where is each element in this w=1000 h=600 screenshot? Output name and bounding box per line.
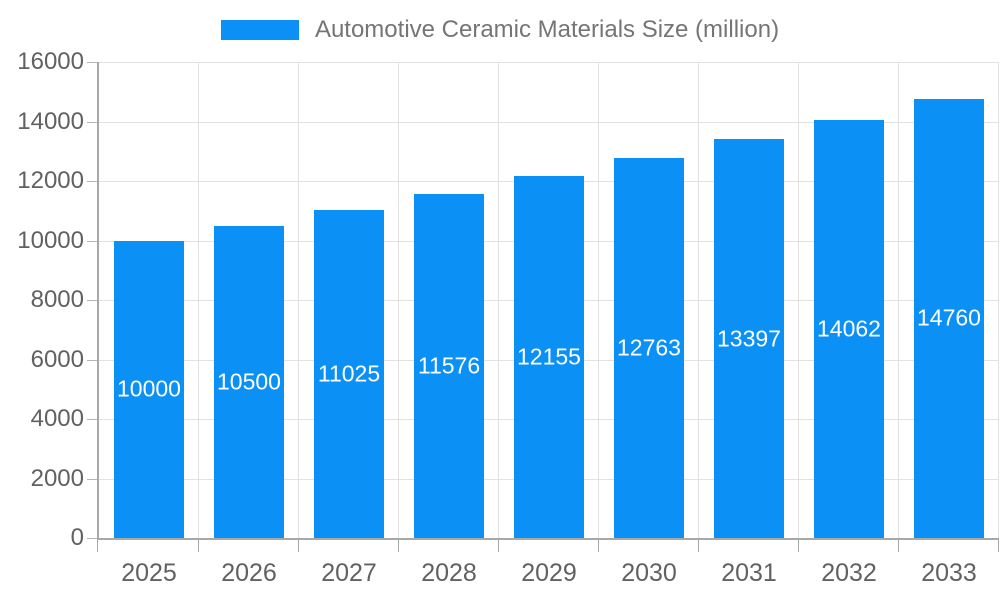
gridline-vertical bbox=[398, 62, 399, 538]
y-axis-tick bbox=[87, 300, 97, 301]
bar[interactable] bbox=[314, 210, 384, 538]
x-axis-label: 2031 bbox=[721, 559, 777, 587]
gridline-vertical bbox=[498, 62, 499, 538]
bar-value-label: 10500 bbox=[217, 368, 281, 395]
legend[interactable]: Automotive Ceramic Materials Size (milli… bbox=[0, 16, 1000, 44]
y-axis-label: 12000 bbox=[17, 167, 84, 194]
y-axis-tick bbox=[87, 240, 97, 242]
gridline-vertical bbox=[698, 62, 699, 538]
bar-value-label: 13397 bbox=[717, 325, 781, 352]
x-axis-label: 2025 bbox=[121, 559, 177, 587]
x-axis-label: 2026 bbox=[221, 559, 277, 587]
y-axis-label: 0 bbox=[70, 524, 84, 551]
x-axis-tick bbox=[498, 540, 499, 552]
bar-value-label: 14062 bbox=[817, 315, 881, 342]
x-axis-tick bbox=[698, 540, 699, 552]
bar-value-label: 14760 bbox=[917, 304, 981, 331]
x-axis-label: 2027 bbox=[321, 559, 377, 587]
x-axis-tick bbox=[198, 540, 199, 552]
x-axis-tick bbox=[998, 540, 999, 552]
bar-value-label: 12763 bbox=[617, 334, 681, 361]
gridline-vertical bbox=[798, 62, 799, 538]
gridline-vertical bbox=[898, 62, 899, 538]
y-axis-tick bbox=[87, 419, 97, 420]
x-axis-tick bbox=[398, 540, 399, 552]
gridline-vertical bbox=[298, 62, 299, 538]
gridline-horizontal bbox=[99, 62, 999, 63]
bar[interactable] bbox=[514, 176, 584, 538]
x-axis-tick bbox=[97, 540, 98, 552]
y-axis-tick bbox=[87, 478, 97, 480]
y-axis-tick bbox=[87, 181, 97, 182]
y-axis-label: 8000 bbox=[30, 286, 84, 313]
plot-area: 0 2000 4000 6000 8000 10000 12000 14000 16000 100… bbox=[17, 50, 999, 587]
bar[interactable] bbox=[414, 193, 484, 538]
y-axis-tick bbox=[87, 62, 97, 63]
gridline-vertical bbox=[198, 62, 199, 538]
bar-value-label: 11576 bbox=[417, 352, 481, 379]
legend-label: Automotive Ceramic Materials Size (milli… bbox=[314, 16, 780, 43]
y-axis-tick bbox=[87, 538, 97, 539]
y-axis-tick bbox=[87, 359, 97, 361]
x-axis-label: 2030 bbox=[621, 559, 677, 587]
bar[interactable] bbox=[914, 98, 984, 538]
x-axis-label: 2028 bbox=[421, 559, 477, 587]
gridline-horizontal bbox=[99, 121, 999, 123]
x-axis-label: 2033 bbox=[921, 559, 977, 587]
bar[interactable] bbox=[214, 225, 284, 538]
bar[interactable] bbox=[814, 119, 884, 538]
y-axis-label: 14000 bbox=[17, 107, 84, 135]
legend-swatch-icon bbox=[220, 20, 299, 40]
gridline-vertical bbox=[998, 62, 999, 538]
bar[interactable] bbox=[114, 240, 184, 538]
x-axis-tick bbox=[298, 540, 299, 552]
x-axis-tick bbox=[898, 540, 899, 552]
y-axis-label: 4000 bbox=[30, 405, 84, 432]
y-axis-label: 10000 bbox=[17, 226, 84, 254]
x-axis-tick bbox=[598, 540, 599, 552]
y-axis-label: 16000 bbox=[17, 48, 84, 75]
y-axis-label: 6000 bbox=[30, 345, 84, 373]
bar[interactable] bbox=[714, 139, 784, 538]
x-axis-label: 2032 bbox=[821, 559, 877, 587]
bar-value-label: 11025 bbox=[317, 360, 381, 387]
bar-value-label: 10000 bbox=[117, 375, 181, 402]
y-axis-label: 2000 bbox=[30, 464, 84, 492]
gridline-vertical bbox=[598, 62, 599, 538]
bar[interactable] bbox=[614, 158, 684, 538]
x-axis-label: 2029 bbox=[521, 559, 577, 587]
x-axis-tick bbox=[798, 540, 799, 552]
y-axis-tick bbox=[87, 121, 97, 123]
bar-value-label: 12155 bbox=[517, 343, 581, 370]
